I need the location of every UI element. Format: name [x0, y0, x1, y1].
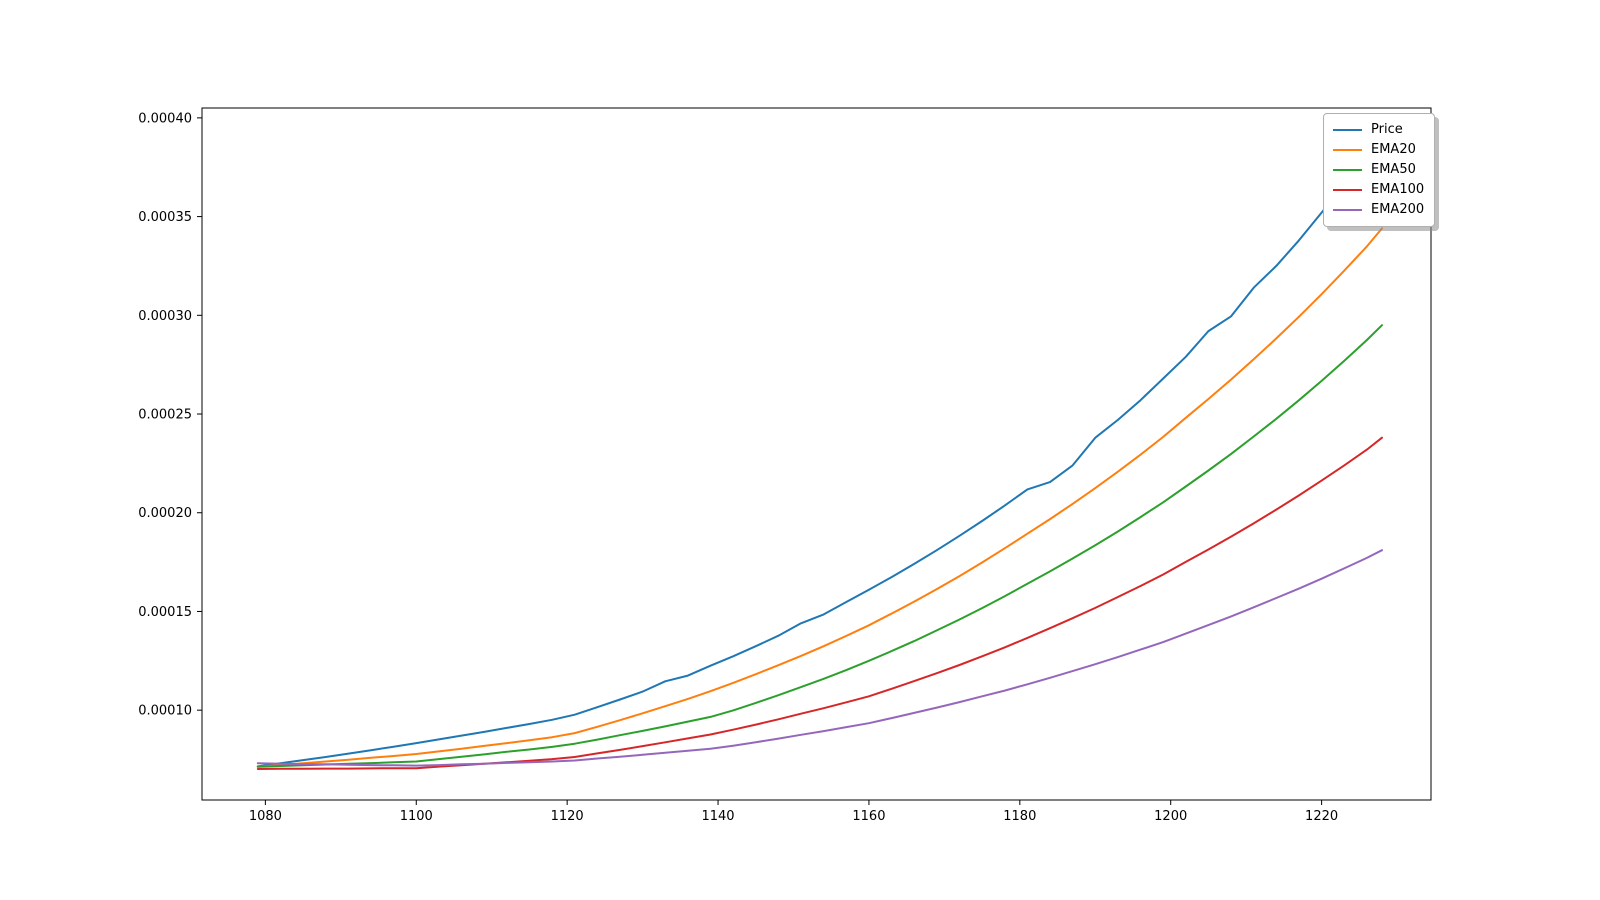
y-axis-tick-label: 0.00040 — [138, 111, 192, 126]
legend-item-ema50: EMA50 — [1333, 160, 1424, 180]
legend-line-swatch — [1333, 209, 1362, 211]
y-axis-tick-label: 0.00035 — [138, 210, 192, 225]
x-axis-tick-label: 1080 — [249, 809, 282, 824]
legend-item-ema100: EMA100 — [1333, 180, 1424, 200]
legend-label: EMA200 — [1371, 202, 1425, 217]
legend-line-swatch — [1333, 149, 1362, 151]
series-line-ema50 — [256, 324, 1383, 768]
series-line-ema200 — [256, 549, 1383, 767]
y-axis-tick-label: 0.00030 — [138, 309, 192, 324]
series-line-ema20 — [256, 227, 1383, 768]
series-line-ema100 — [256, 436, 1383, 770]
legend-label: EMA20 — [1371, 142, 1416, 157]
legend-line-swatch — [1333, 169, 1362, 171]
legend-line-swatch — [1333, 189, 1362, 191]
legend-line-swatch — [1333, 129, 1362, 131]
series-line-price — [256, 138, 1383, 768]
x-axis-tick-label: 1220 — [1305, 809, 1338, 824]
legend-label: EMA100 — [1371, 182, 1425, 197]
x-axis-tick-label: 1120 — [551, 809, 584, 824]
legend: Price EMA20 EMA50 EMA100 EMA200 — [1323, 113, 1436, 227]
legend-label: Price — [1371, 122, 1403, 137]
y-axis-tick-label: 0.00015 — [138, 605, 192, 620]
x-axis-tick-label: 1140 — [701, 809, 734, 824]
plot-border — [201, 107, 1432, 801]
y-axis-tick-label: 0.00025 — [138, 408, 192, 423]
series-group — [256, 138, 1383, 770]
ticks-group — [197, 117, 1323, 805]
x-axis-tick-label: 1180 — [1003, 809, 1036, 824]
legend-label: EMA50 — [1371, 162, 1416, 177]
x-axis-tick-label: 1160 — [852, 809, 885, 824]
legend-item-ema200: EMA200 — [1333, 200, 1424, 220]
tick-labels-group: 1080 1100 1120 1140 1160 1180 1200 1220 0.00010 0… — [138, 111, 1338, 824]
y-axis-tick-label: 0.00010 — [138, 704, 192, 719]
y-axis-tick-label: 0.00020 — [138, 506, 192, 521]
legend-item-price: Price — [1333, 120, 1424, 140]
x-axis-tick-label: 1100 — [400, 809, 433, 824]
legend-item-ema20: EMA20 — [1333, 140, 1424, 160]
x-axis-tick-label: 1200 — [1154, 809, 1187, 824]
